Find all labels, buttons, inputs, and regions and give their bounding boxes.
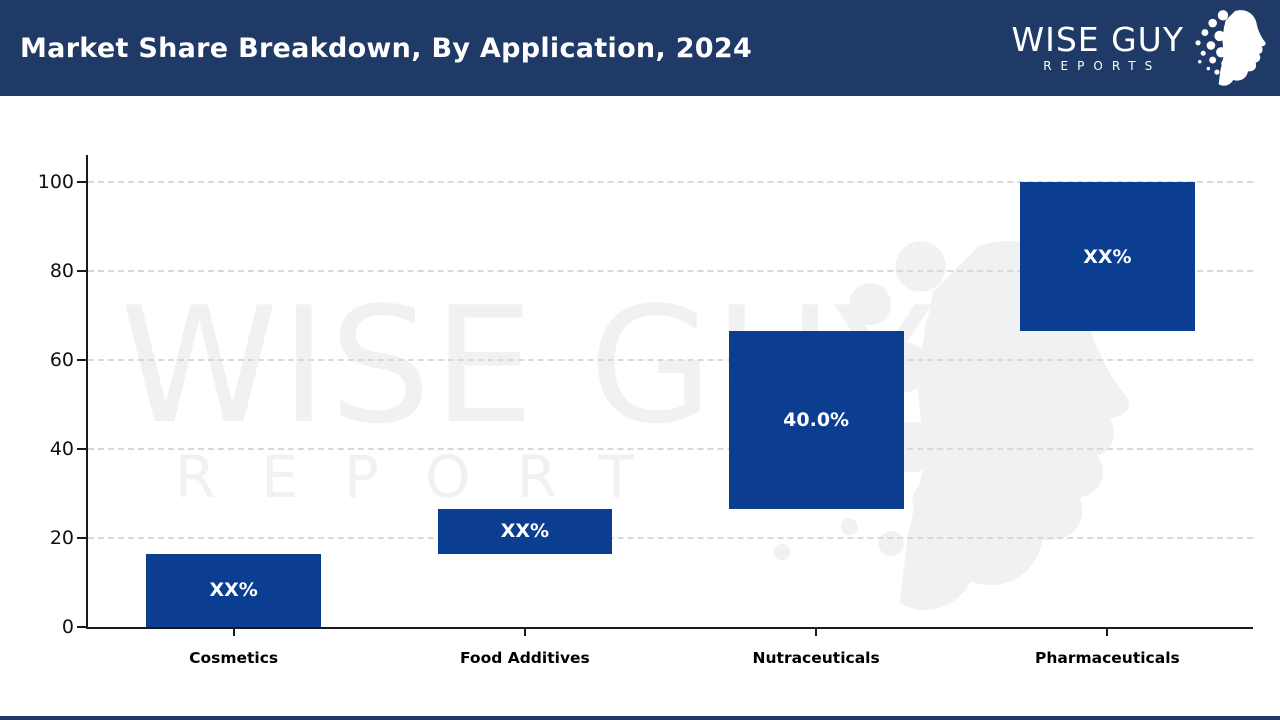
chart-area: WISE GUY REPORT 0 20 40 60 80 100 XX% Cosmetics… [0,96,1280,716]
gridline-y-20 [88,537,1253,540]
gridline-y-80 [88,270,1253,273]
x-tick-mark [232,627,235,636]
x-axis-line [86,627,1253,629]
bar-food-additives: XX% [437,509,613,554]
y-tick-mark [77,270,86,273]
y-tick-mark [77,537,86,540]
y-tick-label: 20 [49,527,74,550]
bar-cosmetics: XX% [146,553,321,627]
bar-nutraceuticals: 40.0% [728,331,904,510]
wiseguy-head-logo-icon [1195,10,1266,86]
y-tick-label: 80 [49,260,74,283]
bar-value-label: XX% [1083,245,1132,268]
y-tick-mark [77,181,86,184]
gridline-y-60 [88,359,1253,362]
brand-sub: REPORTS [1043,59,1162,74]
x-tick-mark [523,627,526,636]
y-tick-label: 60 [49,349,74,372]
bar-value-label: 40.0% [783,409,850,432]
bar-value-label: XX% [500,520,550,543]
y-tick-label: 40 [49,438,74,461]
y-tick-label: 100 [37,171,74,194]
brand-logo: WISE GUY REPORTS [1011,6,1272,90]
x-category-label: Cosmetics [189,649,279,667]
bar-value-label: XX% [209,579,258,602]
bar-pharmaceuticals: XX% [1020,182,1195,332]
y-tick-mark [77,448,86,451]
x-tick-mark [815,627,818,636]
x-category-label: Food Additives [459,649,590,667]
y-tick-label: 0 [61,616,74,638]
chart-header: Market Share Breakdown, By Application, … [0,0,1280,96]
y-axis-line [86,155,88,627]
y-tick-mark [77,626,86,628]
x-category-label: Pharmaceuticals [1034,649,1180,667]
page-title: Market Share Breakdown, By Application, … [20,32,753,64]
x-category-label: Nutraceuticals [752,649,880,667]
y-tick-mark [77,359,86,362]
footer-bar [0,716,1280,720]
x-tick-mark [1106,627,1109,636]
gridline-y-100 [88,181,1253,184]
gridline-y-40 [88,448,1253,451]
brand-name: WISE GUY [1011,19,1184,59]
plot-area: 0 20 40 60 80 100 XX% Cosmetics XX% Food Additive… [38,155,1253,667]
brand-text: WISE GUY REPORTS [1011,19,1184,74]
